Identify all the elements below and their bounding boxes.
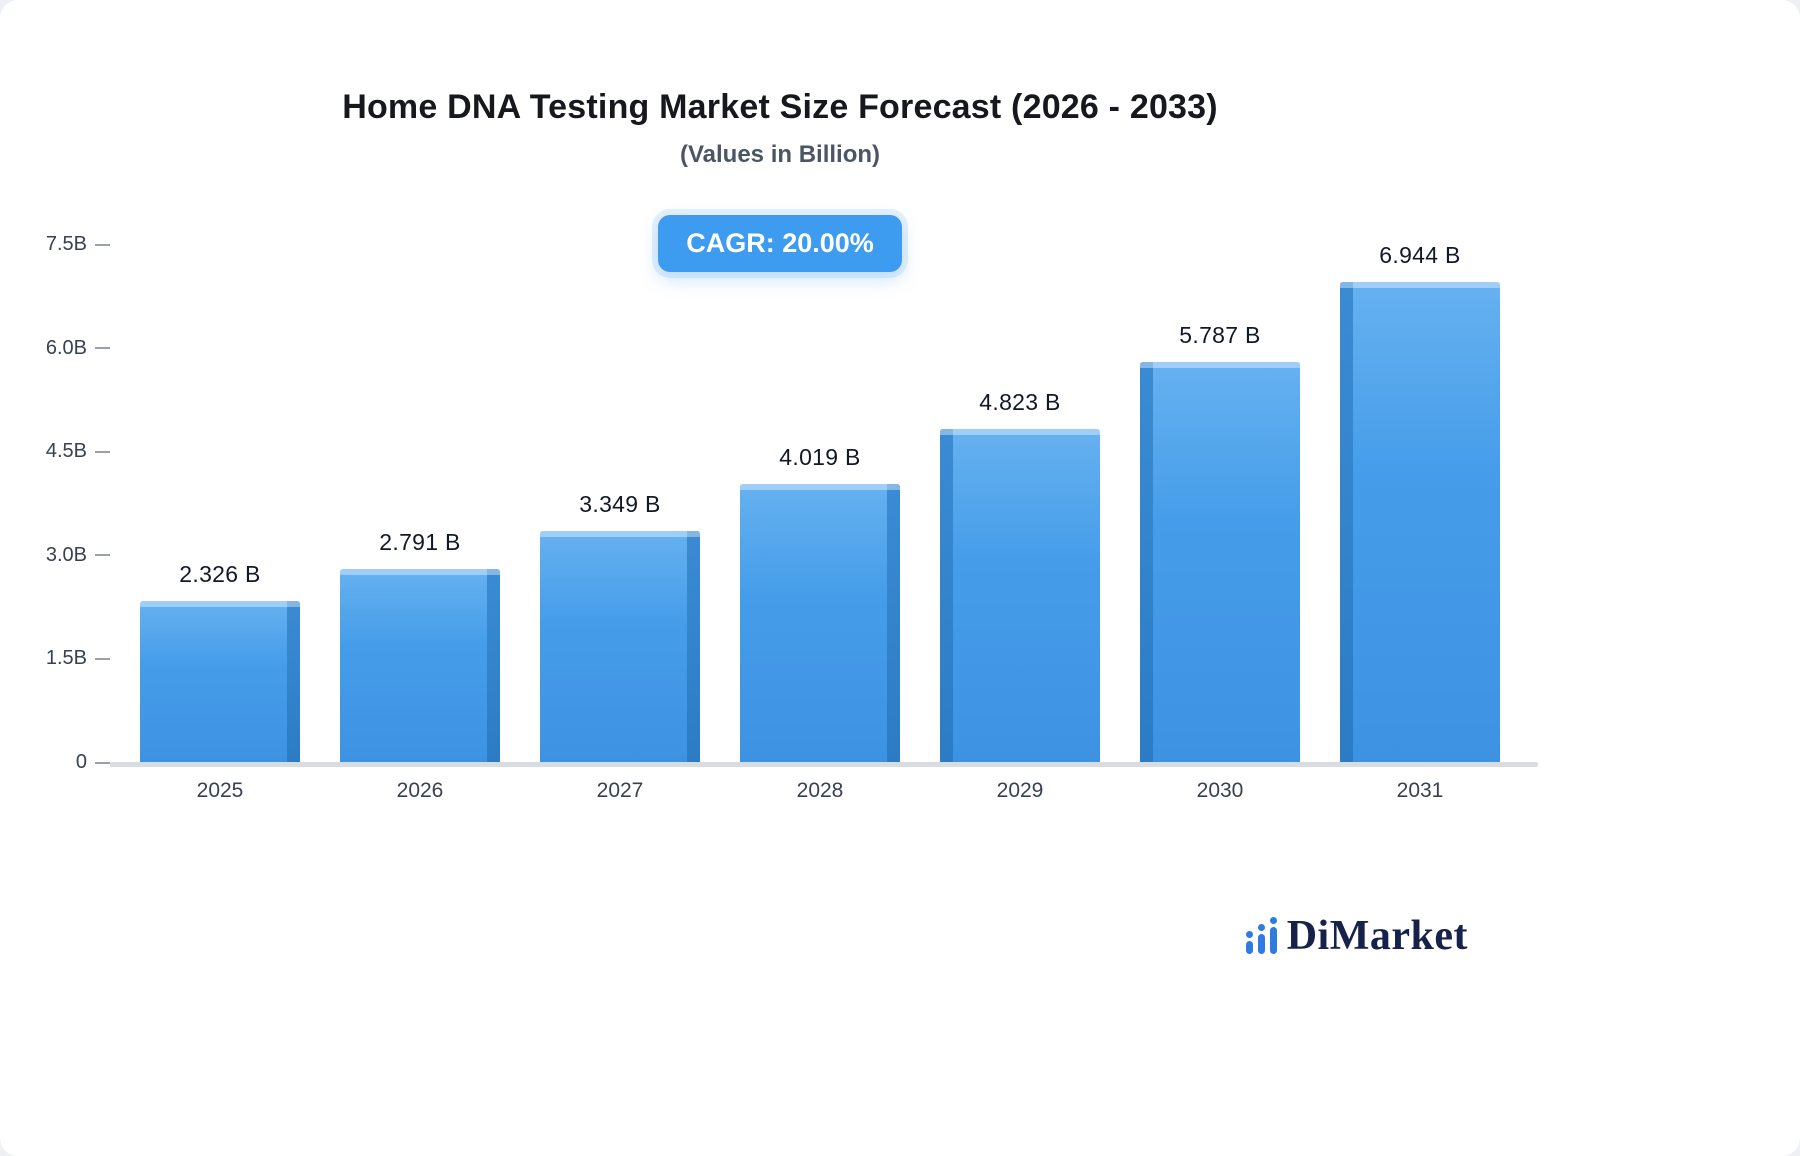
x-axis-label: 2029 <box>996 779 1044 802</box>
logo-dot <box>1245 931 1253 938</box>
y-tick-mark <box>95 761 110 764</box>
x-axis-line <box>110 762 1538 767</box>
bar-side-face <box>487 569 500 762</box>
badge-row: CAGR: 20.00% <box>40 215 1520 272</box>
dimarket-logo: DiMarket <box>1245 912 1468 960</box>
bar-slot: 2.791 B <box>320 529 520 762</box>
plot-wrap: 2.326 B 2.791 B 3.349 B 4.019 B 4.823 B 5.787… <box>110 242 1538 803</box>
bar-side-face <box>1340 282 1353 762</box>
bar-top-highlight <box>140 601 300 608</box>
chart-content: Home DNA Testing Market Size Forecast (2… <box>40 88 1538 803</box>
bar-value-label: 3.349 B <box>579 490 661 517</box>
bar-2031[interactable] <box>1340 282 1500 762</box>
chart-title: Home DNA Testing Market Size Forecast (2… <box>342 88 1218 126</box>
logo-dot <box>1257 924 1265 931</box>
logo-bar <box>1245 941 1253 954</box>
y-tick-mark <box>95 347 110 350</box>
y-tick-mark <box>95 657 110 660</box>
y-tick-label: 3.0B <box>45 543 87 566</box>
bar-top-highlight <box>1140 362 1300 369</box>
logo-bar-medium <box>1257 924 1265 954</box>
y-tick-label: 1.5B <box>45 647 87 670</box>
bar-side-face <box>687 530 700 762</box>
y-tick-label: 6.0B <box>45 336 87 359</box>
bar-slot: 3.349 B <box>520 491 720 762</box>
bar-2029[interactable] <box>940 428 1100 762</box>
logo-bar-small <box>1245 931 1253 954</box>
cagr-badge: CAGR: 20.00% <box>658 215 902 272</box>
bar-slot: 4.823 B <box>920 389 1120 762</box>
x-axis-label: 2031 <box>1396 779 1444 802</box>
y-tick: 3.0B <box>46 544 110 567</box>
bar-chart-logo-icon <box>1245 917 1277 960</box>
bar-side-face <box>1140 362 1153 762</box>
y-tick: 1.5B <box>46 647 110 670</box>
bar-top-highlight <box>940 428 1100 435</box>
bar-top-highlight <box>340 569 500 576</box>
logo-text: DiMarket <box>1286 913 1468 959</box>
bar-value-label: 4.823 B <box>979 388 1061 415</box>
plot-area: 2.326 B 2.791 B 3.349 B 4.019 B 4.823 B 5.787… <box>110 242 1520 762</box>
bar-value-label: 5.787 B <box>1179 322 1261 349</box>
x-axis-label: 2030 <box>1196 779 1244 802</box>
bar-top-highlight <box>740 484 900 491</box>
bar-slot: 6.944 B <box>1320 242 1520 762</box>
x-axis-label: 2027 <box>596 779 644 802</box>
bar-2027[interactable] <box>540 530 700 762</box>
y-tick-label: 7.5B <box>45 233 87 255</box>
bar-value-label: 2.326 B <box>179 561 261 588</box>
x-axis-label: 2025 <box>196 779 244 802</box>
x-axis: 2025 2026 2027 2028 2029 2030 2031 <box>110 779 1520 803</box>
logo-dot <box>1269 917 1277 924</box>
bar-chart: 0 1.5B 3.0B 4.5B 6.0B 7.5B 2.326 B 2.791 B 3.34… <box>40 233 1538 803</box>
y-tick: 4.5B <box>46 440 110 463</box>
logo-bar <box>1257 934 1265 954</box>
bar-2028[interactable] <box>740 484 900 762</box>
bar-value-label: 6.944 B <box>1379 242 1461 269</box>
y-tick: 0 <box>49 751 110 774</box>
bar-top-highlight <box>1340 282 1500 289</box>
y-tick-label: 4.5B <box>45 440 87 463</box>
bar-side-face <box>887 484 900 762</box>
chart-subtitle: (Values in Billion) <box>679 141 881 168</box>
x-axis-label: 2028 <box>796 779 844 802</box>
bar-side-face <box>940 428 953 762</box>
y-tick-mark <box>95 243 110 246</box>
y-tick-mark <box>95 554 110 557</box>
x-axis-label: 2026 <box>396 779 444 802</box>
y-tick: 6.0B <box>46 337 110 360</box>
bar-top-highlight <box>540 530 700 537</box>
bar-slot: 4.019 B <box>720 444 920 762</box>
y-tick: 7.5B <box>46 233 110 256</box>
bar-side-face <box>287 601 300 762</box>
bar-value-label: 2.791 B <box>379 529 461 556</box>
bar-value-label: 4.019 B <box>779 444 861 471</box>
bar-slot: 2.326 B <box>120 561 320 762</box>
y-tick-mark <box>95 450 110 453</box>
y-axis: 0 1.5B 3.0B 4.5B 6.0B 7.5B <box>40 233 110 773</box>
y-tick-label: 0 <box>75 751 87 773</box>
logo-bar-large <box>1269 917 1277 954</box>
bar-2026[interactable] <box>340 569 500 762</box>
bar-2025[interactable] <box>140 601 300 762</box>
logo-bar <box>1269 927 1277 954</box>
bar-2030[interactable] <box>1140 362 1300 762</box>
bar-slot: 5.787 B <box>1120 322 1320 762</box>
